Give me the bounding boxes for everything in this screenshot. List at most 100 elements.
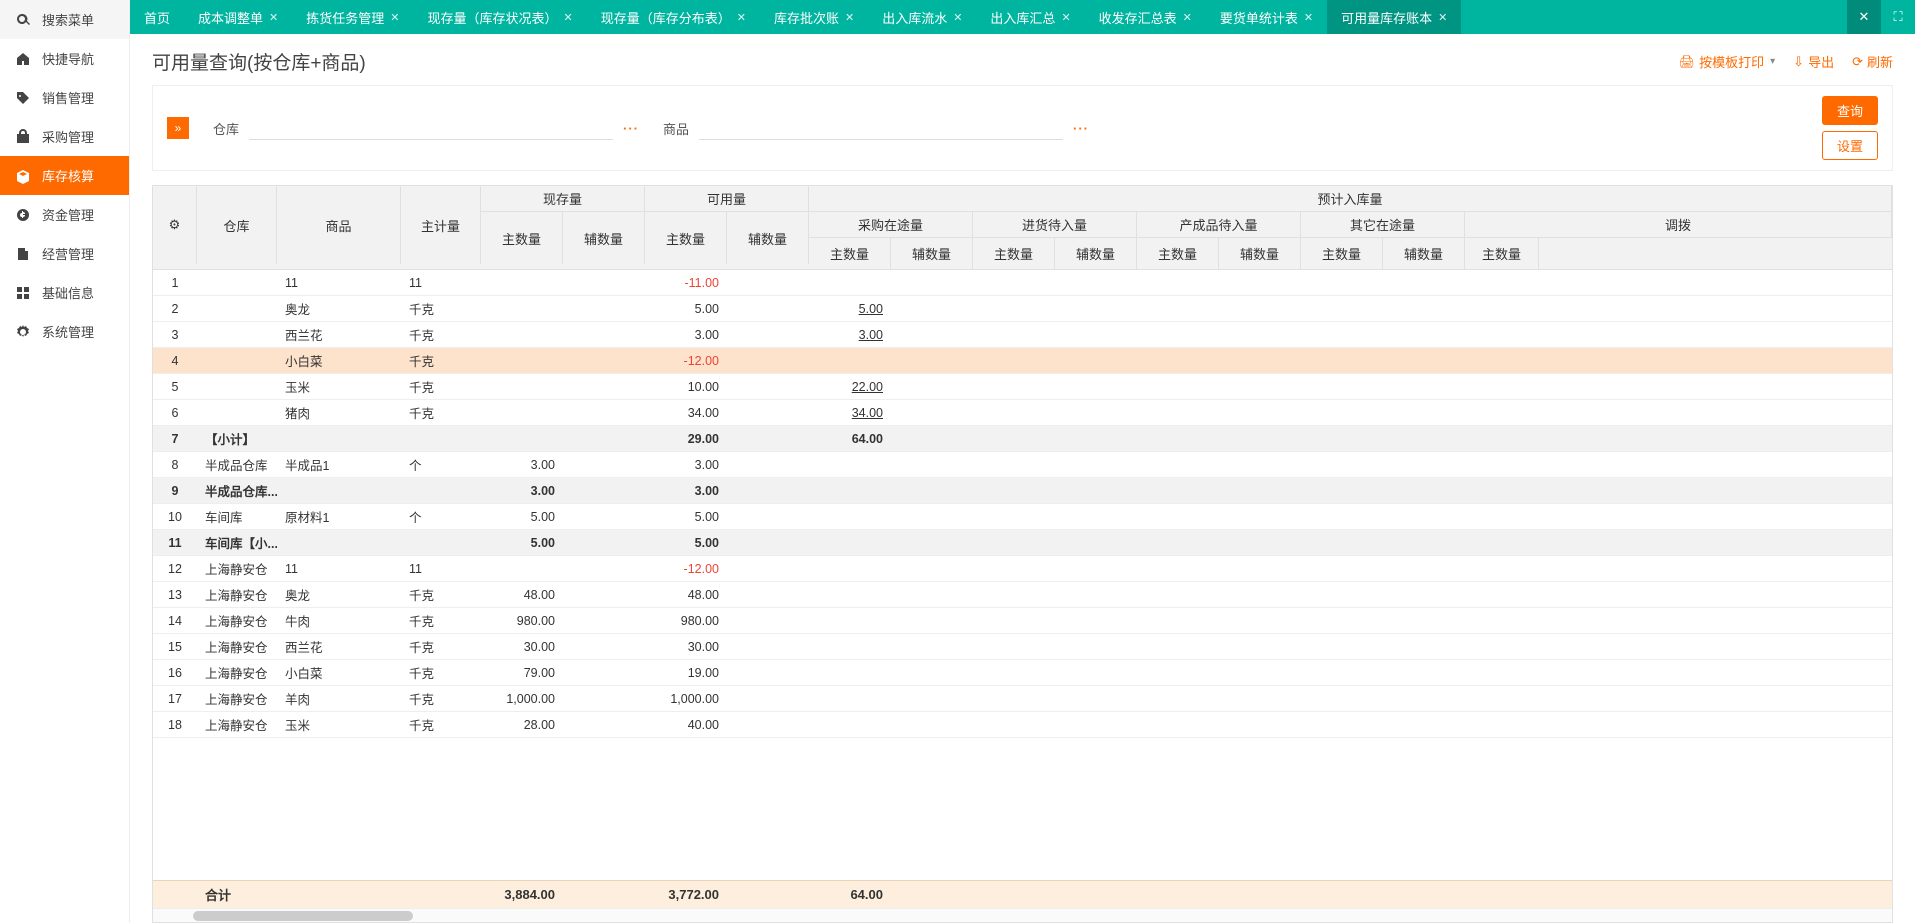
- col-stock: 现存量: [481, 186, 645, 212]
- product-filter-input[interactable]: [699, 116, 1063, 140]
- export-button[interactable]: ⇩ 导出: [1793, 52, 1834, 71]
- tab-bar: 首页成本调整单✕拣货任务管理✕现存量（库存状况表）✕现存量（库存分布表）✕库存批…: [130, 0, 1915, 34]
- fullscreen-icon[interactable]: ⛶: [1881, 0, 1915, 34]
- tab-2[interactable]: 拣货任务管理✕: [292, 0, 413, 34]
- box-icon: [14, 167, 32, 185]
- bag-icon: [14, 128, 32, 146]
- tab-1[interactable]: 成本调整单✕: [184, 0, 292, 34]
- money-icon: [14, 206, 32, 224]
- table-row[interactable]: 5玉米千克10.0022.00: [153, 374, 1892, 400]
- tab-close-icon[interactable]: ✕: [737, 11, 746, 24]
- col-avail-main[interactable]: 主数量: [645, 212, 727, 264]
- product-picker[interactable]: ···: [1073, 121, 1089, 136]
- tab-close-icon[interactable]: ✕: [269, 11, 278, 24]
- col-unit[interactable]: 主计量: [401, 186, 481, 264]
- tab-4[interactable]: 现存量（库存分布表）✕: [587, 0, 760, 34]
- table-row[interactable]: 11111-11.00: [153, 270, 1892, 296]
- table-row[interactable]: 9半成品仓库...3.003.00: [153, 478, 1892, 504]
- refresh-button[interactable]: ⟳ 刷新: [1852, 52, 1893, 71]
- table-body[interactable]: 11111-11.002奥龙千克5.005.003西兰花千克3.003.004小…: [153, 270, 1892, 880]
- table-row[interactable]: 16上海静安仓小白菜千克79.0019.00: [153, 660, 1892, 686]
- table-row[interactable]: 17上海静安仓羊肉千克1,000.001,000.00: [153, 686, 1892, 712]
- query-button[interactable]: 查询: [1822, 96, 1878, 125]
- sidebar-item-0[interactable]: 搜索菜单: [0, 0, 129, 39]
- tab-close-icon[interactable]: ✕: [1438, 11, 1447, 24]
- tab-8[interactable]: 收发存汇总表✕: [1085, 0, 1206, 34]
- tab-close-icon[interactable]: ✕: [845, 11, 854, 24]
- sidebar-item-1[interactable]: 快捷导航: [0, 39, 129, 78]
- tab-10[interactable]: 可用量库存账本✕: [1327, 0, 1461, 34]
- search-icon: [14, 11, 32, 29]
- table-row[interactable]: 8半成品仓库半成品1个3.003.00: [153, 452, 1892, 478]
- col-pending: 进货待入量: [973, 212, 1137, 238]
- warehouse-picker[interactable]: ···: [623, 121, 639, 136]
- horizontal-scrollbar[interactable]: [153, 908, 1892, 922]
- table-row[interactable]: 14上海静安仓牛肉千克980.00980.00: [153, 608, 1892, 634]
- table-row[interactable]: 3西兰花千克3.003.00: [153, 322, 1892, 348]
- footer-label: 合计: [197, 885, 277, 904]
- tab-7[interactable]: 出入库汇总✕: [976, 0, 1084, 34]
- warehouse-filter-label: 仓库: [199, 119, 239, 138]
- tab-9[interactable]: 要货单统计表✕: [1206, 0, 1327, 34]
- tab-close-icon[interactable]: ✕: [564, 11, 573, 24]
- sidebar-item-5[interactable]: 资金管理: [0, 195, 129, 234]
- table-row[interactable]: 15上海静安仓西兰花千克30.0030.00: [153, 634, 1892, 660]
- toolbar: 可用量查询(按仓库+商品) 🖨 按模板打印 ▾ ⇩ 导出 ⟳ 刷新: [130, 34, 1915, 85]
- table-row[interactable]: 13上海静安仓奥龙千克48.0048.00: [153, 582, 1892, 608]
- sidebar-item-2[interactable]: 销售管理: [0, 78, 129, 117]
- page-title: 可用量查询(按仓库+商品): [152, 48, 366, 75]
- table-row[interactable]: 11车间库【小...5.005.00: [153, 530, 1892, 556]
- table-header: ⚙ 仓库 商品 主计量 现存量 主数量 辅数量 可用量 主数量: [153, 186, 1892, 270]
- sidebar-item-7[interactable]: 基础信息: [0, 273, 129, 312]
- sidebar: 搜索菜单快捷导航销售管理采购管理库存核算资金管理经营管理基础信息系统管理: [0, 0, 130, 923]
- sidebar-item-8[interactable]: 系统管理: [0, 312, 129, 351]
- tab-6[interactable]: 出入库流水✕: [868, 0, 976, 34]
- col-expected: 预计入库量: [809, 186, 1892, 212]
- col-product[interactable]: 商品: [277, 186, 401, 264]
- tab-close-icon[interactable]: ✕: [1304, 11, 1313, 24]
- chevron-down-icon: ▾: [1770, 56, 1775, 67]
- refresh-icon: ⟳: [1852, 54, 1863, 70]
- table-row[interactable]: 6猪肉千克34.0034.00: [153, 400, 1892, 426]
- tab-3[interactable]: 现存量（库存状况表）✕: [413, 0, 586, 34]
- table-row[interactable]: 18上海静安仓玉米千克28.0040.00: [153, 712, 1892, 738]
- filter-bar: » 仓库 ··· 商品 ··· 查询 设置: [152, 85, 1893, 171]
- col-stock-main[interactable]: 主数量: [481, 212, 563, 264]
- tab-close-icon[interactable]: ✕: [953, 11, 962, 24]
- tab-0[interactable]: 首页: [130, 0, 184, 34]
- sidebar-item-4[interactable]: 库存核算: [0, 156, 129, 195]
- col-wip: 产成品待入量: [1137, 212, 1301, 238]
- main: 首页成本调整单✕拣货任务管理✕现存量（库存状况表）✕现存量（库存分布表）✕库存批…: [130, 0, 1915, 923]
- col-warehouse[interactable]: 仓库: [197, 186, 277, 264]
- sidebar-item-6[interactable]: 经营管理: [0, 234, 129, 273]
- collapse-filter-button[interactable]: »: [167, 117, 189, 139]
- tab-close-icon[interactable]: ✕: [390, 11, 399, 24]
- tab-close-icon[interactable]: ✕: [1183, 11, 1192, 24]
- data-table: ⚙ 仓库 商品 主计量 现存量 主数量 辅数量 可用量 主数量: [152, 185, 1893, 923]
- table-row[interactable]: 4小白菜千克-12.00: [153, 348, 1892, 374]
- col-adjust: 调拨: [1465, 212, 1892, 238]
- settings-button[interactable]: 设置: [1822, 131, 1878, 160]
- export-icon: ⇩: [1793, 54, 1804, 70]
- print-icon: 🖨: [1679, 54, 1696, 70]
- table-footer: 合计 3,884.00 3,772.00 64.00: [153, 880, 1892, 908]
- gear-icon[interactable]: ⚙: [153, 186, 197, 264]
- col-stock-aux[interactable]: 辅数量: [563, 212, 645, 264]
- col-other: 其它在途量: [1301, 212, 1465, 238]
- sidebar-item-3[interactable]: 采购管理: [0, 117, 129, 156]
- col-avail-aux[interactable]: 辅数量: [727, 212, 809, 264]
- tab-close-icon[interactable]: ✕: [1061, 11, 1070, 24]
- warehouse-filter-input[interactable]: [249, 116, 613, 140]
- table-row[interactable]: 10车间库原材料1个5.005.00: [153, 504, 1892, 530]
- tab-5[interactable]: 库存批次账✕: [760, 0, 868, 34]
- home-icon: [14, 50, 32, 68]
- table-row[interactable]: 2奥龙千克5.005.00: [153, 296, 1892, 322]
- table-row[interactable]: 7【小计】29.0064.00: [153, 426, 1892, 452]
- product-filter-label: 商品: [649, 119, 689, 138]
- col-avail: 可用量: [645, 186, 809, 212]
- col-purchase: 采购在途量: [809, 212, 973, 238]
- gear-icon: [14, 323, 32, 341]
- table-row[interactable]: 12上海静安仓1111-12.00: [153, 556, 1892, 582]
- print-button[interactable]: 🖨 按模板打印 ▾: [1679, 52, 1776, 71]
- tabs-close-all[interactable]: ✕: [1847, 0, 1881, 34]
